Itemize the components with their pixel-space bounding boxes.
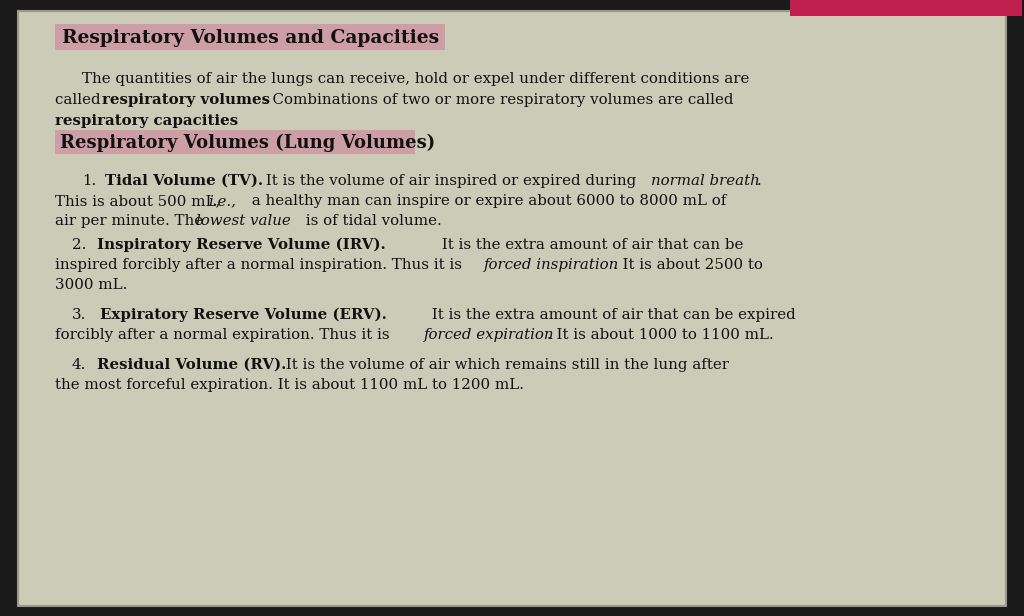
Text: Residual Volume (RV).: Residual Volume (RV). xyxy=(97,358,287,372)
Text: called: called xyxy=(55,93,105,107)
Text: the most forceful expiration. It is about 1100 mL to 1200 mL.: the most forceful expiration. It is abou… xyxy=(55,378,524,392)
Text: Respiratory Volumes (Lung Volumes): Respiratory Volumes (Lung Volumes) xyxy=(60,134,435,152)
Bar xyxy=(790,0,1022,16)
Text: respiratory capacities: respiratory capacities xyxy=(55,114,239,128)
Bar xyxy=(55,130,415,154)
Text: forced inspiration: forced inspiration xyxy=(484,258,620,272)
Text: This is about 500 mL,: This is about 500 mL, xyxy=(55,194,225,208)
Text: Respiratory Volumes and Capacities: Respiratory Volumes and Capacities xyxy=(62,29,439,47)
Text: . It is about 2500 to: . It is about 2500 to xyxy=(613,258,763,272)
Text: 2.: 2. xyxy=(72,238,86,252)
Text: Inspiratory Reserve Volume (IRV).: Inspiratory Reserve Volume (IRV). xyxy=(97,238,386,253)
Text: It is the volume of air which remains still in the lung after: It is the volume of air which remains st… xyxy=(281,358,729,372)
Text: a healthy man can inspire or expire about 6000 to 8000 mL of: a healthy man can inspire or expire abou… xyxy=(247,194,726,208)
Text: inspired forcibly after a normal inspiration. Thus it is: inspired forcibly after a normal inspira… xyxy=(55,258,467,272)
Text: . It is about 1000 to 1100 mL.: . It is about 1000 to 1100 mL. xyxy=(547,328,774,342)
Text: Expiratory Reserve Volume (ERV).: Expiratory Reserve Volume (ERV). xyxy=(100,308,387,322)
Text: .: . xyxy=(222,114,226,128)
Text: is of tidal volume.: is of tidal volume. xyxy=(301,214,441,228)
Bar xyxy=(55,24,445,50)
Text: It is the extra amount of air that can be: It is the extra amount of air that can b… xyxy=(437,238,743,252)
Text: i.e.,: i.e., xyxy=(208,194,236,208)
Text: It is the extra amount of air that can be expired: It is the extra amount of air that can b… xyxy=(427,308,796,322)
Text: normal breath: normal breath xyxy=(651,174,760,188)
Text: 1.: 1. xyxy=(82,174,96,188)
Text: . Combinations of two or more respiratory volumes are called: . Combinations of two or more respirator… xyxy=(263,93,733,107)
Text: 3.: 3. xyxy=(72,308,86,322)
Text: respiratory volumes: respiratory volumes xyxy=(102,93,270,107)
Text: .: . xyxy=(757,174,762,188)
Text: The quantities of air the lungs can receive, hold or expel under different condi: The quantities of air the lungs can rece… xyxy=(82,72,750,86)
Text: Tidal Volume (TV).: Tidal Volume (TV). xyxy=(105,174,263,188)
Text: forcibly after a normal expiration. Thus it is: forcibly after a normal expiration. Thus… xyxy=(55,328,394,342)
Text: lowest value: lowest value xyxy=(196,214,291,228)
Text: 4.: 4. xyxy=(72,358,86,372)
Text: forced expiration: forced expiration xyxy=(424,328,555,342)
Text: 3000 mL.: 3000 mL. xyxy=(55,278,127,292)
Text: It is the volume of air inspired or expired during: It is the volume of air inspired or expi… xyxy=(261,174,641,188)
Text: air per minute. The: air per minute. The xyxy=(55,214,208,228)
